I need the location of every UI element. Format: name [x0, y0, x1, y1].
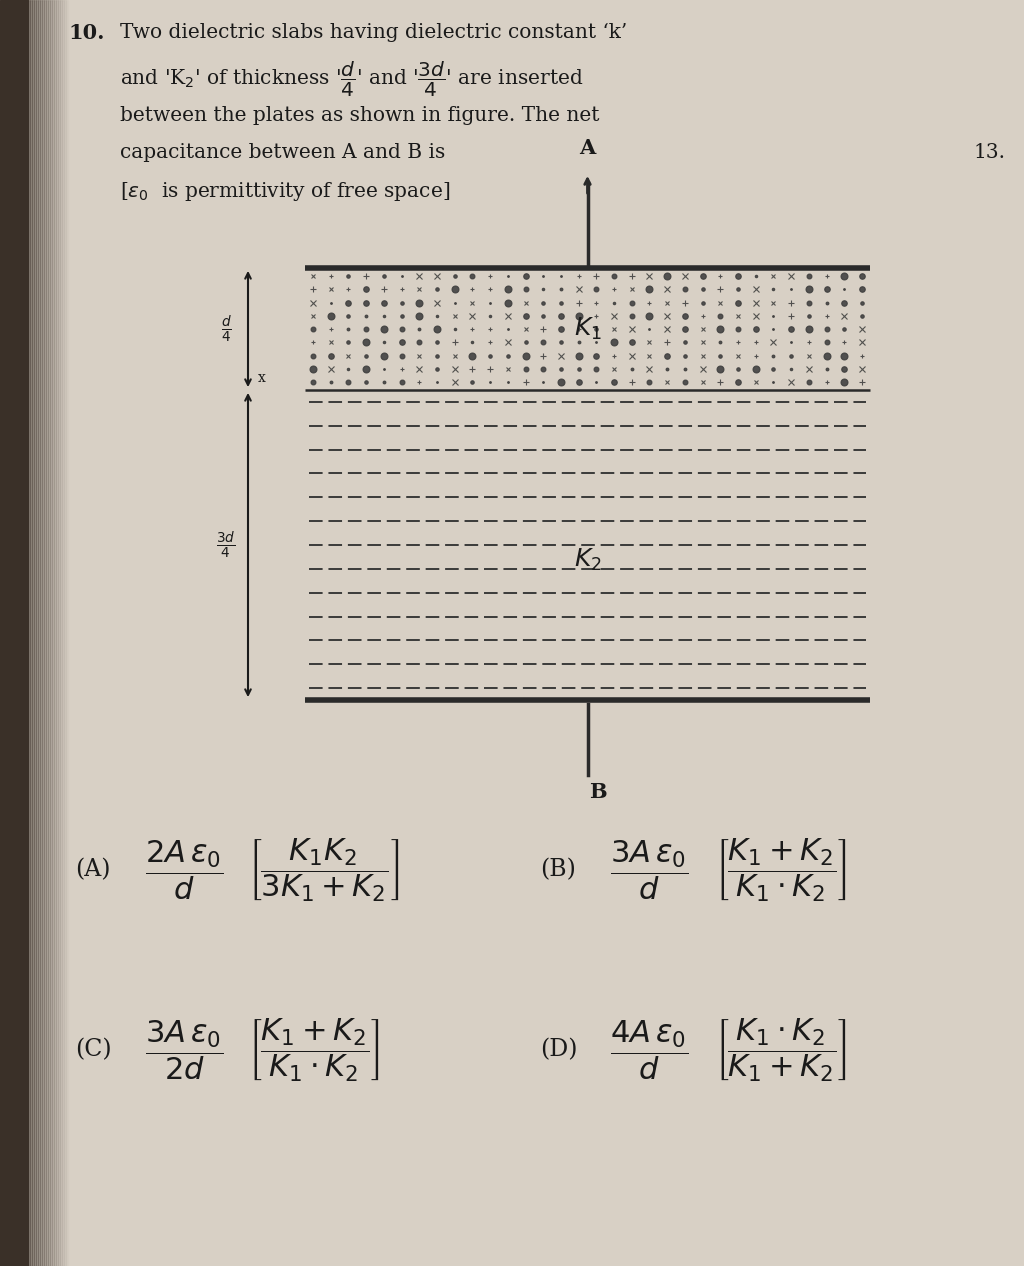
Bar	[58, 0, 60, 1266]
Text: $\dfrac{3A\,\epsilon_0}{d}$: $\dfrac{3A\,\epsilon_0}{d}$	[610, 838, 688, 901]
Text: B: B	[589, 782, 606, 801]
Bar	[38, 0, 40, 1266]
Bar	[62, 0, 63, 1266]
Text: (A): (A)	[75, 858, 111, 881]
Bar	[63, 0, 66, 1266]
Bar	[66, 0, 68, 1266]
Text: $\frac{d}{4}$: $\frac{d}{4}$	[220, 313, 231, 344]
Bar	[28, 0, 30, 1266]
Text: $\dfrac{2A\,\epsilon_0}{d}$: $\dfrac{2A\,\epsilon_0}{d}$	[145, 838, 223, 901]
Bar	[30, 0, 32, 1266]
Text: $\left[\dfrac{K_1 + K_2}{K_1 \cdot K_2}\right]$: $\left[\dfrac{K_1 + K_2}{K_1 \cdot K_2}\…	[715, 836, 847, 904]
Bar	[42, 0, 44, 1266]
Text: $\left[\dfrac{K_1 \cdot K_2}{K_1 + K_2}\right]$: $\left[\dfrac{K_1 \cdot K_2}{K_1 + K_2}\…	[715, 1017, 847, 1084]
Text: x: x	[258, 371, 266, 385]
Text: (B): (B)	[540, 858, 575, 881]
Bar	[0, 0, 28, 1266]
Text: 13.: 13.	[973, 143, 1005, 162]
Bar	[44, 0, 46, 1266]
Text: $\dfrac{4A\,\epsilon_0}{d}$: $\dfrac{4A\,\epsilon_0}{d}$	[610, 1018, 688, 1082]
Text: and 'K$_2$' of thickness '$\dfrac{d}{4}$' and '$\dfrac{3d}{4}$' are inserted: and 'K$_2$' of thickness '$\dfrac{d}{4}$…	[120, 60, 584, 99]
Bar	[34, 0, 36, 1266]
Text: $\frac{3d}{4}$: $\frac{3d}{4}$	[216, 529, 236, 561]
Text: $\dfrac{3A\,\epsilon_0}{2d}$: $\dfrac{3A\,\epsilon_0}{2d}$	[145, 1018, 223, 1082]
Bar	[32, 0, 34, 1266]
Bar	[54, 0, 56, 1266]
Text: Two dielectric slabs having dielectric constant ‘k’: Two dielectric slabs having dielectric c…	[120, 23, 628, 42]
Text: (C): (C)	[75, 1038, 112, 1061]
Text: $\left[\dfrac{K_1 + K_2}{K_1 \cdot K_2}\right]$: $\left[\dfrac{K_1 + K_2}{K_1 \cdot K_2}\…	[248, 1017, 380, 1084]
Bar	[50, 0, 52, 1266]
Bar	[56, 0, 58, 1266]
Text: between the plates as shown in figure. The net: between the plates as shown in figure. T…	[120, 106, 599, 125]
Bar	[36, 0, 38, 1266]
Bar	[52, 0, 54, 1266]
Text: $K_2$: $K_2$	[573, 547, 601, 573]
Text: [$\epsilon_0$  is permittivity of free space]: [$\epsilon_0$ is permittivity of free sp…	[120, 180, 451, 203]
Bar	[48, 0, 50, 1266]
Bar	[46, 0, 48, 1266]
Text: capacitance between A and B is: capacitance between A and B is	[120, 143, 445, 162]
Bar	[60, 0, 62, 1266]
Text: A: A	[580, 138, 596, 158]
Text: $K_1$: $K_1$	[573, 316, 601, 342]
Bar	[40, 0, 42, 1266]
Text: 10.: 10.	[68, 23, 104, 43]
Text: (D): (D)	[540, 1038, 578, 1061]
Text: $\left[\dfrac{K_1 K_2}{3K_1 + K_2}\right]$: $\left[\dfrac{K_1 K_2}{3K_1 + K_2}\right…	[248, 836, 399, 904]
